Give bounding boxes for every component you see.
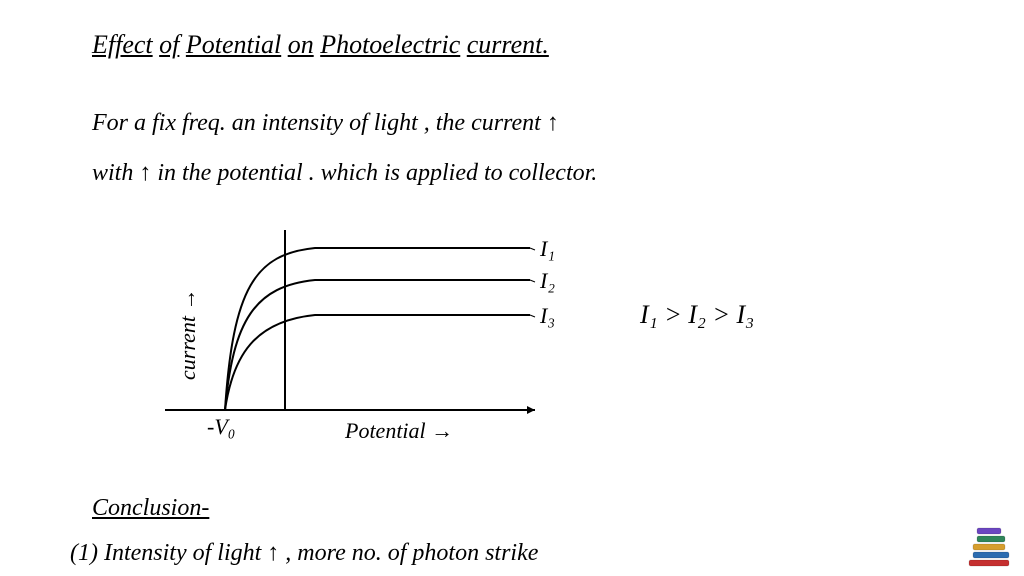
svg-text:I₂: I₂ [539, 268, 555, 293]
svg-text:I₃: I₃ [539, 303, 555, 328]
title-line: Effect of Potential on Photoelectric cur… [92, 30, 549, 60]
title-word: of [159, 30, 179, 59]
title-word: Photoelectric [320, 30, 460, 59]
conclusion-heading: Conclusion- [92, 495, 209, 522]
title-word: current. [467, 30, 549, 59]
photoelectric-chart: I₁ I₂ I₃ -V₀ Potential → current → [155, 220, 575, 440]
title-word: Effect [92, 30, 153, 59]
intensity-relation: I₁ > I₂ > I₃ [640, 300, 754, 330]
page: Effect of Potential on Photoelectric cur… [0, 0, 1024, 576]
books-icon [968, 520, 1012, 568]
title-word: on [288, 30, 314, 59]
body-line-2: with ↑ in the potential . which is appli… [92, 160, 597, 187]
svg-text:Potential →: Potential → [344, 418, 453, 440]
svg-text:I₁: I₁ [539, 236, 555, 261]
body-line-1: For a fix freq. an intensity of light , … [92, 110, 559, 137]
svg-text:-V₀: -V₀ [207, 414, 235, 439]
chart-svg: I₁ I₂ I₃ -V₀ Potential → current → [155, 220, 575, 440]
title-word: Potential [186, 30, 281, 59]
conclusion-line-1: (1) Intensity of light ↑ , more no. of p… [70, 540, 538, 567]
svg-text:current →: current → [175, 289, 200, 380]
